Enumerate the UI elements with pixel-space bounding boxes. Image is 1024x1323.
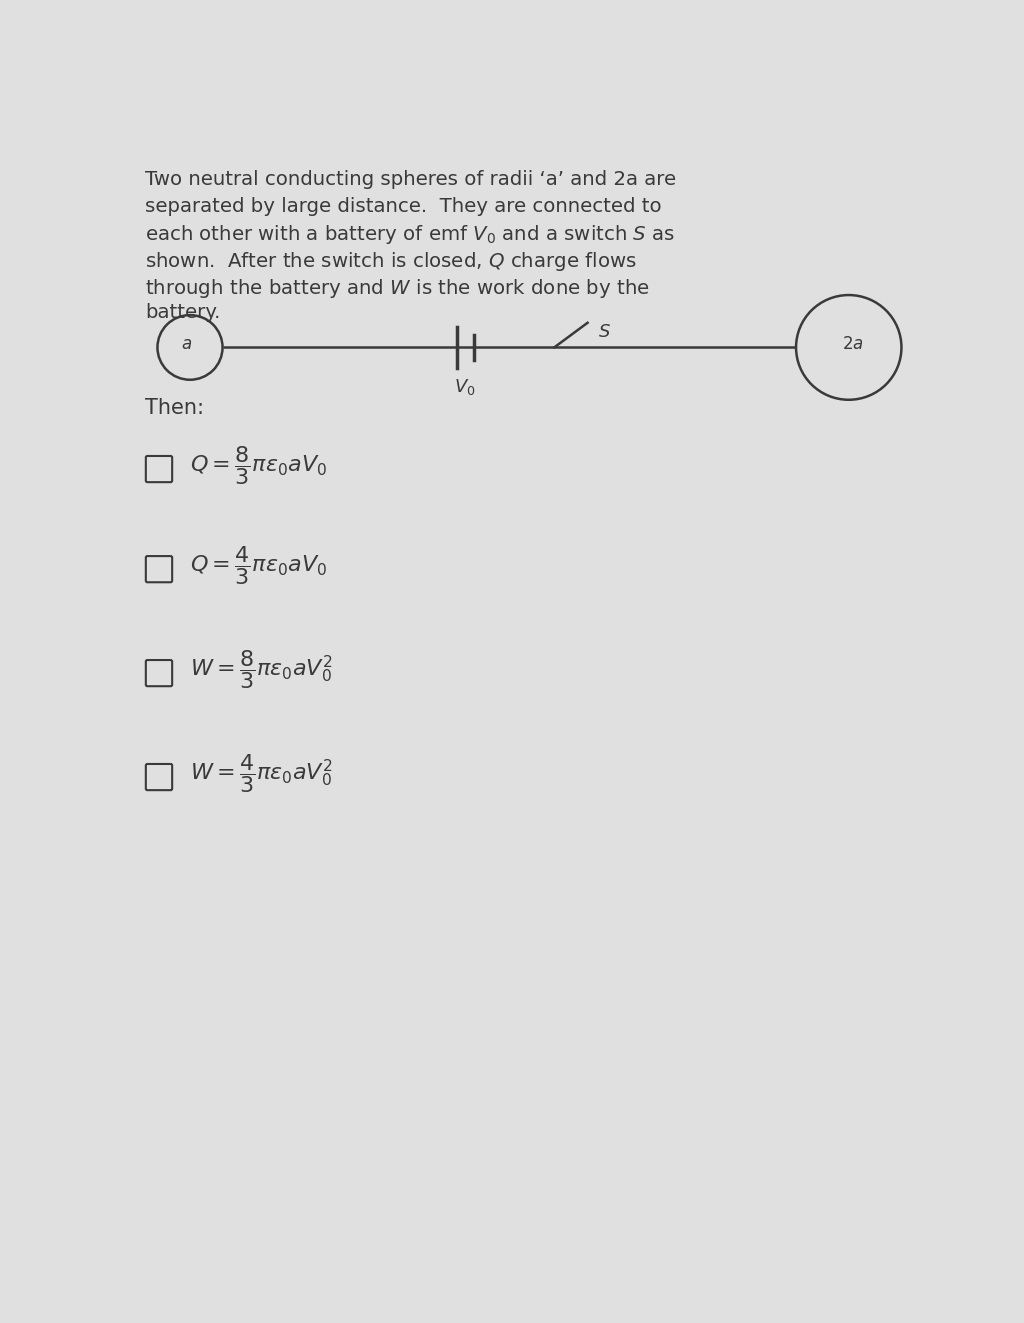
Text: $W = \dfrac{4}{3}\pi\varepsilon_0 aV_0^2$: $W = \dfrac{4}{3}\pi\varepsilon_0 aV_0^2…: [190, 751, 333, 795]
Text: separated by large distance.  They are connected to: separated by large distance. They are co…: [145, 197, 662, 216]
Text: through the battery and $W$ is the work done by the: through the battery and $W$ is the work …: [145, 277, 650, 299]
Text: Then:: Then:: [145, 398, 204, 418]
Text: $2a$: $2a$: [842, 335, 863, 353]
Text: $W = \dfrac{8}{3}\pi\varepsilon_0 aV_0^2$: $W = \dfrac{8}{3}\pi\varepsilon_0 aV_0^2…: [190, 648, 333, 691]
Text: $S$: $S$: [598, 323, 611, 341]
Text: $V_0$: $V_0$: [455, 377, 476, 397]
Text: $Q = \dfrac{8}{3}\pi\varepsilon_0 aV_0$: $Q = \dfrac{8}{3}\pi\varepsilon_0 aV_0$: [190, 443, 328, 487]
Text: $a$: $a$: [181, 335, 193, 353]
Text: $Q = \dfrac{4}{3}\pi\varepsilon_0 aV_0$: $Q = \dfrac{4}{3}\pi\varepsilon_0 aV_0$: [190, 544, 328, 587]
Text: each other with a battery of emf $V_0$ and a switch $S$ as: each other with a battery of emf $V_0$ a…: [145, 224, 675, 246]
Text: Two neutral conducting spheres of radii ‘a’ and 2a are: Two neutral conducting spheres of radii …: [145, 171, 676, 189]
Text: shown.  After the switch is closed, $Q$ charge flows: shown. After the switch is closed, $Q$ c…: [145, 250, 637, 273]
Text: battery.: battery.: [145, 303, 220, 321]
